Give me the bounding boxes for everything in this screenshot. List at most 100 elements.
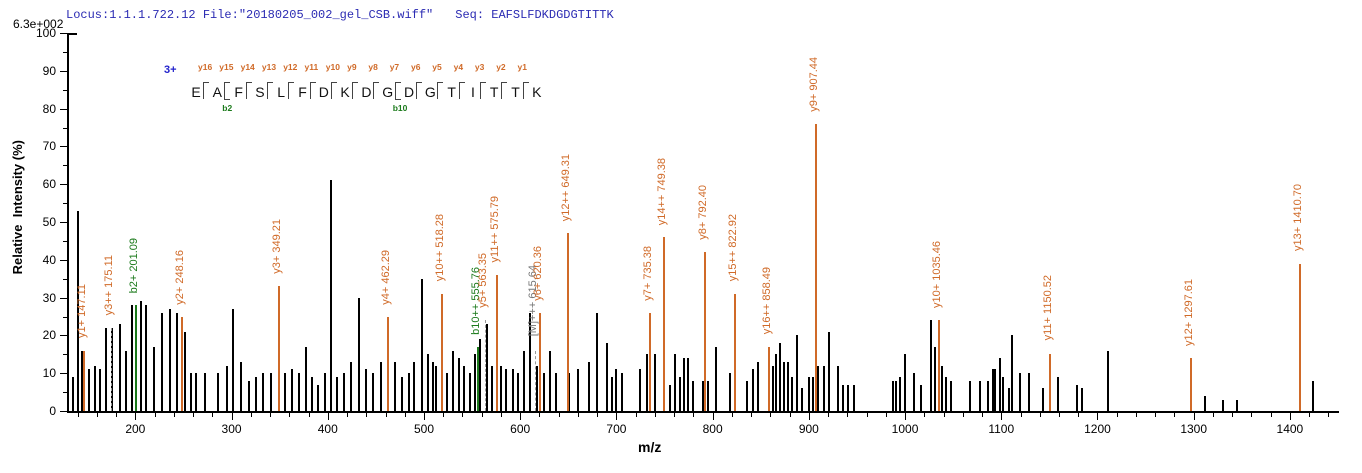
peak <box>605 342 608 411</box>
y-major-tick <box>60 411 67 412</box>
fragment-bracket <box>352 82 359 99</box>
peak <box>105 327 108 411</box>
peak-label-y: y6+ 620.36 <box>531 245 544 301</box>
peak <box>674 354 677 411</box>
peak <box>247 380 250 411</box>
y-tick-label: 30 <box>42 290 56 305</box>
peak <box>478 339 481 411</box>
peak <box>504 369 507 411</box>
peak <box>940 365 943 411</box>
peak <box>999 358 1002 411</box>
peak-label-y: y8+ 792.40 <box>697 185 710 240</box>
peak <box>912 373 915 411</box>
peak <box>523 350 526 411</box>
residue-D: D <box>361 84 372 100</box>
residue-T: T <box>447 84 456 100</box>
peak <box>756 361 759 411</box>
y-ion-label-y15: y15 <box>219 62 234 72</box>
y-minor-tick <box>63 203 67 205</box>
x-major-tick <box>1097 413 1099 420</box>
x-major-tick <box>616 413 618 420</box>
y-ion-label-y5: y5 <box>432 62 442 72</box>
y-tick-label: 40 <box>42 252 56 267</box>
x-minor-tick <box>962 413 964 417</box>
x-tick-label: 300 <box>221 422 242 436</box>
x-minor-tick <box>847 413 849 417</box>
peak <box>262 373 265 411</box>
peak-y-ion <box>386 316 389 411</box>
peak <box>904 354 907 411</box>
x-minor-tick <box>1212 413 1214 417</box>
peak <box>692 380 695 411</box>
peak <box>801 388 804 411</box>
peak <box>811 376 814 411</box>
x-tick-label: 600 <box>510 422 531 436</box>
peak <box>775 354 778 411</box>
peak <box>297 373 300 411</box>
peak-b-ion <box>135 305 138 411</box>
y-ion-label-y12: y12 <box>283 62 298 72</box>
x-minor-tick <box>443 413 445 417</box>
peak-label-b: b2+ 201.09 <box>128 238 141 294</box>
x-major-tick <box>808 413 810 420</box>
y-tick-label: 60 <box>42 177 56 192</box>
peak <box>969 380 972 411</box>
fragment-bracket <box>437 82 444 99</box>
peak <box>1107 350 1110 411</box>
peak-b-ion <box>476 346 479 411</box>
x-tick-label: 900 <box>798 422 819 436</box>
peak-y-ion <box>938 320 941 411</box>
x-tick-label: 400 <box>317 422 338 436</box>
fragment-bracket <box>203 82 209 99</box>
peak <box>841 384 844 411</box>
y-ion-label-y2: y2 <box>496 62 506 72</box>
peak <box>240 361 243 411</box>
y-major-tick <box>60 335 67 337</box>
y-minor-tick <box>63 240 67 242</box>
peak <box>144 305 147 411</box>
fragment-bracket <box>288 82 295 99</box>
y-ion-label-y11: y11 <box>304 62 319 72</box>
peak-y-ion <box>767 346 770 411</box>
peak-label-y: y4+ 462.29 <box>379 249 392 305</box>
peak <box>610 376 613 411</box>
peak-label-y: y13+ 1410.70 <box>1292 184 1305 252</box>
peak <box>817 365 820 411</box>
peak-label-y: y16++ 858.49 <box>760 267 773 335</box>
y-minor-tick <box>63 278 67 280</box>
x-minor-tick <box>885 413 887 417</box>
x-minor-tick <box>751 413 753 417</box>
y-tick-label: 70 <box>42 139 56 154</box>
peak <box>394 361 397 411</box>
peak <box>457 358 460 411</box>
x-minor-tick <box>77 413 79 417</box>
peak <box>639 369 642 411</box>
peak <box>945 376 948 411</box>
intensity-scale-label: 6.3e+002 <box>13 17 64 31</box>
peak-y-ion <box>538 312 541 411</box>
peak-label-y: y15++ 822.92 <box>726 214 739 282</box>
peak <box>1204 395 1207 411</box>
peak <box>778 342 781 411</box>
peak <box>899 376 902 411</box>
peak-y-ion <box>277 286 280 411</box>
peak <box>421 278 424 411</box>
peak <box>782 361 785 411</box>
fragment-bracket <box>458 82 465 99</box>
peak <box>653 354 656 411</box>
peak <box>203 373 206 411</box>
fragment-bracket <box>309 82 316 99</box>
x-minor-tick <box>1232 413 1234 417</box>
residue-F: F <box>234 84 243 100</box>
y-minor-tick <box>63 392 67 394</box>
x-minor-tick <box>1116 413 1118 417</box>
peak <box>706 380 709 411</box>
peak <box>343 373 346 411</box>
residue-T: T <box>511 84 520 100</box>
y-ion-label-y1: y1 <box>517 62 527 72</box>
peak <box>678 376 681 411</box>
peak-y-ion <box>733 293 736 411</box>
peak <box>254 376 257 411</box>
x-tick-label: 700 <box>606 422 627 436</box>
